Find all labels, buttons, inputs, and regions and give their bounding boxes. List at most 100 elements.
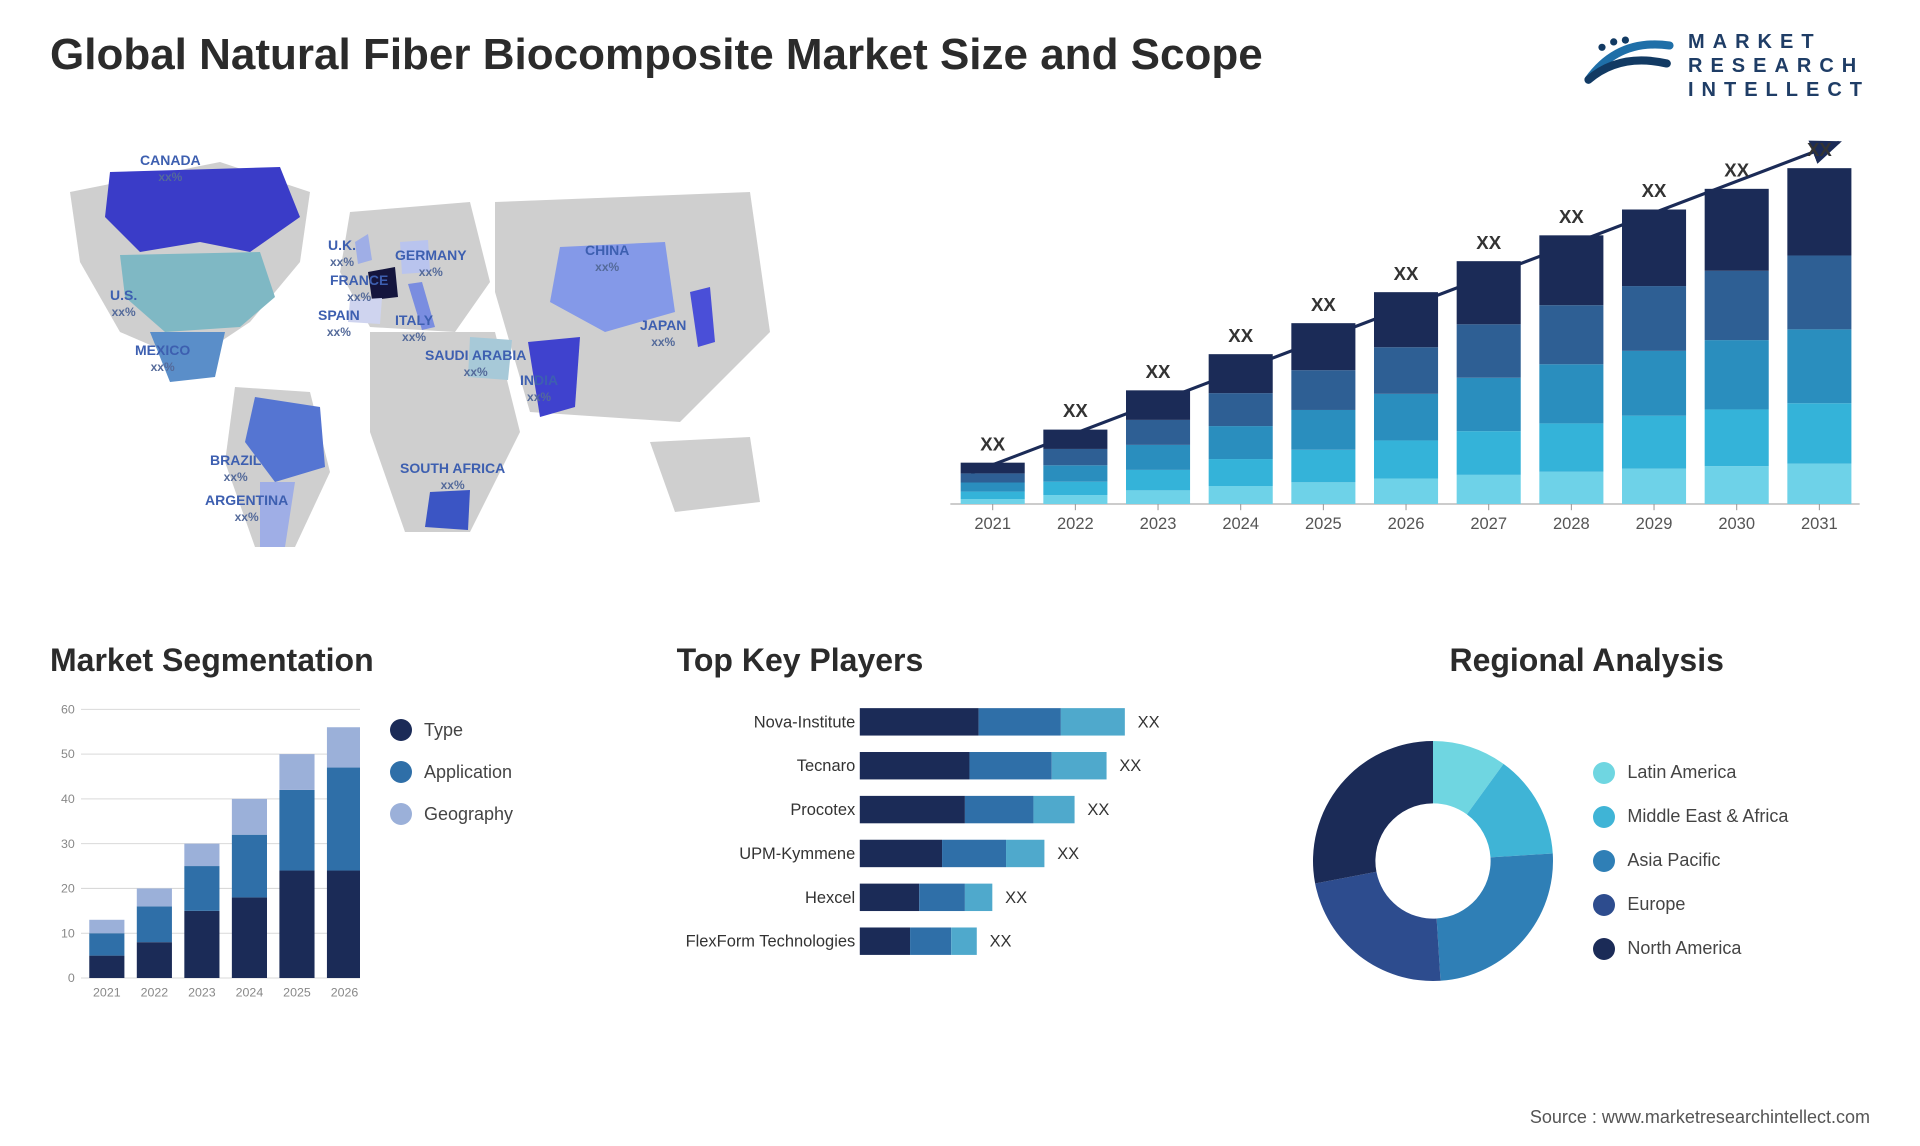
svg-text:2021: 2021 xyxy=(974,514,1011,533)
svg-text:2021: 2021 xyxy=(93,986,121,1000)
map-label: JAPANxx% xyxy=(640,317,686,350)
legend-item: Latin America xyxy=(1593,762,1788,784)
svg-text:Hexcel: Hexcel xyxy=(805,889,855,907)
svg-text:UPM-Kymmene: UPM-Kymmene xyxy=(739,845,855,863)
svg-text:XX: XX xyxy=(1724,159,1749,180)
legend-dot-icon xyxy=(1593,850,1615,872)
legend-dot-icon xyxy=(1593,806,1615,828)
legend-item: North America xyxy=(1593,938,1788,960)
map-label: CHINAxx% xyxy=(585,242,629,275)
svg-text:XX: XX xyxy=(980,433,1005,454)
svg-text:2025: 2025 xyxy=(1305,514,1342,533)
svg-text:XX: XX xyxy=(1228,325,1253,346)
svg-text:FlexForm Technologies: FlexForm Technologies xyxy=(685,933,855,951)
svg-text:2024: 2024 xyxy=(236,986,264,1000)
svg-text:XX: XX xyxy=(1057,845,1079,863)
legend-label: Asia Pacific xyxy=(1627,850,1720,871)
svg-text:2026: 2026 xyxy=(331,986,359,1000)
world-map: CANADAxx% U.S.xx% MEXICOxx% BRAZILxx% ARGENT… xyxy=(50,132,880,572)
legend-label: Europe xyxy=(1627,894,1685,915)
svg-text:XX: XX xyxy=(1146,361,1171,382)
legend-label: Application xyxy=(424,762,512,783)
map-label: ITALYxx% xyxy=(395,312,433,345)
map-label: SAUDI ARABIAxx% xyxy=(425,347,526,380)
regional-donut-chart xyxy=(1303,731,1563,991)
legend-item: Europe xyxy=(1593,894,1788,916)
legend-item: Middle East & Africa xyxy=(1593,806,1788,828)
key-players-chart: Nova-Institute XX Tecnaro XX Procotex XX UPM-K… xyxy=(677,699,1244,1022)
svg-text:2026: 2026 xyxy=(1388,514,1425,533)
svg-text:XX: XX xyxy=(1559,206,1584,227)
regional-panel: Regional Analysis Latin America Middle Ea… xyxy=(1303,642,1870,1022)
svg-text:2023: 2023 xyxy=(188,986,216,1000)
svg-text:2030: 2030 xyxy=(1718,514,1755,533)
legend-label: Latin America xyxy=(1627,762,1736,783)
logo-text-2: RESEARCH xyxy=(1688,54,1870,78)
logo-swoosh-icon xyxy=(1584,36,1674,96)
svg-text:XX: XX xyxy=(1807,139,1832,160)
svg-text:XX: XX xyxy=(1476,232,1501,253)
legend-item: Geography xyxy=(390,803,513,825)
svg-text:XX: XX xyxy=(1311,294,1336,315)
legend-label: Type xyxy=(424,720,463,741)
svg-text:50: 50 xyxy=(61,747,75,761)
map-label: BRAZILxx% xyxy=(210,452,261,485)
legend-label: Middle East & Africa xyxy=(1627,806,1788,827)
svg-text:0: 0 xyxy=(68,971,75,985)
svg-text:XX: XX xyxy=(1642,180,1667,201)
legend-dot-icon xyxy=(1593,938,1615,960)
svg-text:XX: XX xyxy=(1087,801,1109,819)
legend-label: North America xyxy=(1627,938,1741,959)
svg-text:Procotex: Procotex xyxy=(790,801,856,819)
map-label: GERMANYxx% xyxy=(395,247,467,280)
svg-text:30: 30 xyxy=(61,837,75,851)
map-label: MEXICOxx% xyxy=(135,342,190,375)
legend-dot-icon xyxy=(390,803,412,825)
source-footer: Source : www.marketresearchintellect.com xyxy=(1530,1107,1870,1128)
page-title: Global Natural Fiber Biocomposite Market… xyxy=(50,30,1263,80)
svg-text:XX: XX xyxy=(989,933,1011,951)
map-label: SOUTH AFRICAxx% xyxy=(400,460,505,493)
segmentation-legend: Type Application Geography xyxy=(390,699,513,1022)
svg-text:2028: 2028 xyxy=(1553,514,1590,533)
svg-text:60: 60 xyxy=(61,702,75,716)
svg-text:2031: 2031 xyxy=(1801,514,1838,533)
segmentation-chart: 0102030405060202120222023202420252026 xyxy=(50,699,360,1022)
legend-dot-icon xyxy=(390,761,412,783)
svg-text:2024: 2024 xyxy=(1222,514,1259,533)
legend-dot-icon xyxy=(1593,894,1615,916)
map-label: CANADAxx% xyxy=(140,152,201,185)
svg-text:XX: XX xyxy=(1137,713,1159,731)
growth-bar-chart: XX 2021 XX 2022 XX 2023 XX 2024 XX 2025 XX 2026 XX 20… xyxy=(940,132,1870,572)
svg-text:2022: 2022 xyxy=(1057,514,1094,533)
map-label: ARGENTINAxx% xyxy=(205,492,288,525)
legend-label: Geography xyxy=(424,804,513,825)
svg-text:XX: XX xyxy=(1005,889,1027,907)
svg-text:20: 20 xyxy=(61,882,75,896)
svg-text:Tecnaro: Tecnaro xyxy=(796,757,854,775)
svg-text:2023: 2023 xyxy=(1140,514,1177,533)
segmentation-panel: Market Segmentation 01020304050602021202… xyxy=(50,642,617,1022)
map-label: SPAINxx% xyxy=(318,307,360,340)
legend-item: Asia Pacific xyxy=(1593,850,1788,872)
segmentation-title: Market Segmentation xyxy=(50,642,617,679)
svg-text:Nova-Institute: Nova-Institute xyxy=(753,713,854,731)
legend-item: Type xyxy=(390,719,513,741)
key-players-title: Top Key Players xyxy=(677,642,1244,679)
svg-text:XX: XX xyxy=(1394,263,1419,284)
svg-text:2025: 2025 xyxy=(283,986,311,1000)
svg-text:10: 10 xyxy=(61,926,75,940)
map-label: U.S.xx% xyxy=(110,287,137,320)
svg-text:2022: 2022 xyxy=(141,986,169,1000)
legend-dot-icon xyxy=(390,719,412,741)
svg-text:2027: 2027 xyxy=(1470,514,1507,533)
svg-text:XX: XX xyxy=(1119,757,1141,775)
legend-dot-icon xyxy=(1593,762,1615,784)
map-label: FRANCExx% xyxy=(330,272,388,305)
brand-logo: MARKET RESEARCH INTELLECT xyxy=(1584,30,1870,102)
svg-text:XX: XX xyxy=(1063,400,1088,421)
map-label: U.K.xx% xyxy=(328,237,356,270)
svg-text:2029: 2029 xyxy=(1636,514,1673,533)
regional-title: Regional Analysis xyxy=(1303,642,1870,679)
map-label: INDIAxx% xyxy=(520,372,558,405)
